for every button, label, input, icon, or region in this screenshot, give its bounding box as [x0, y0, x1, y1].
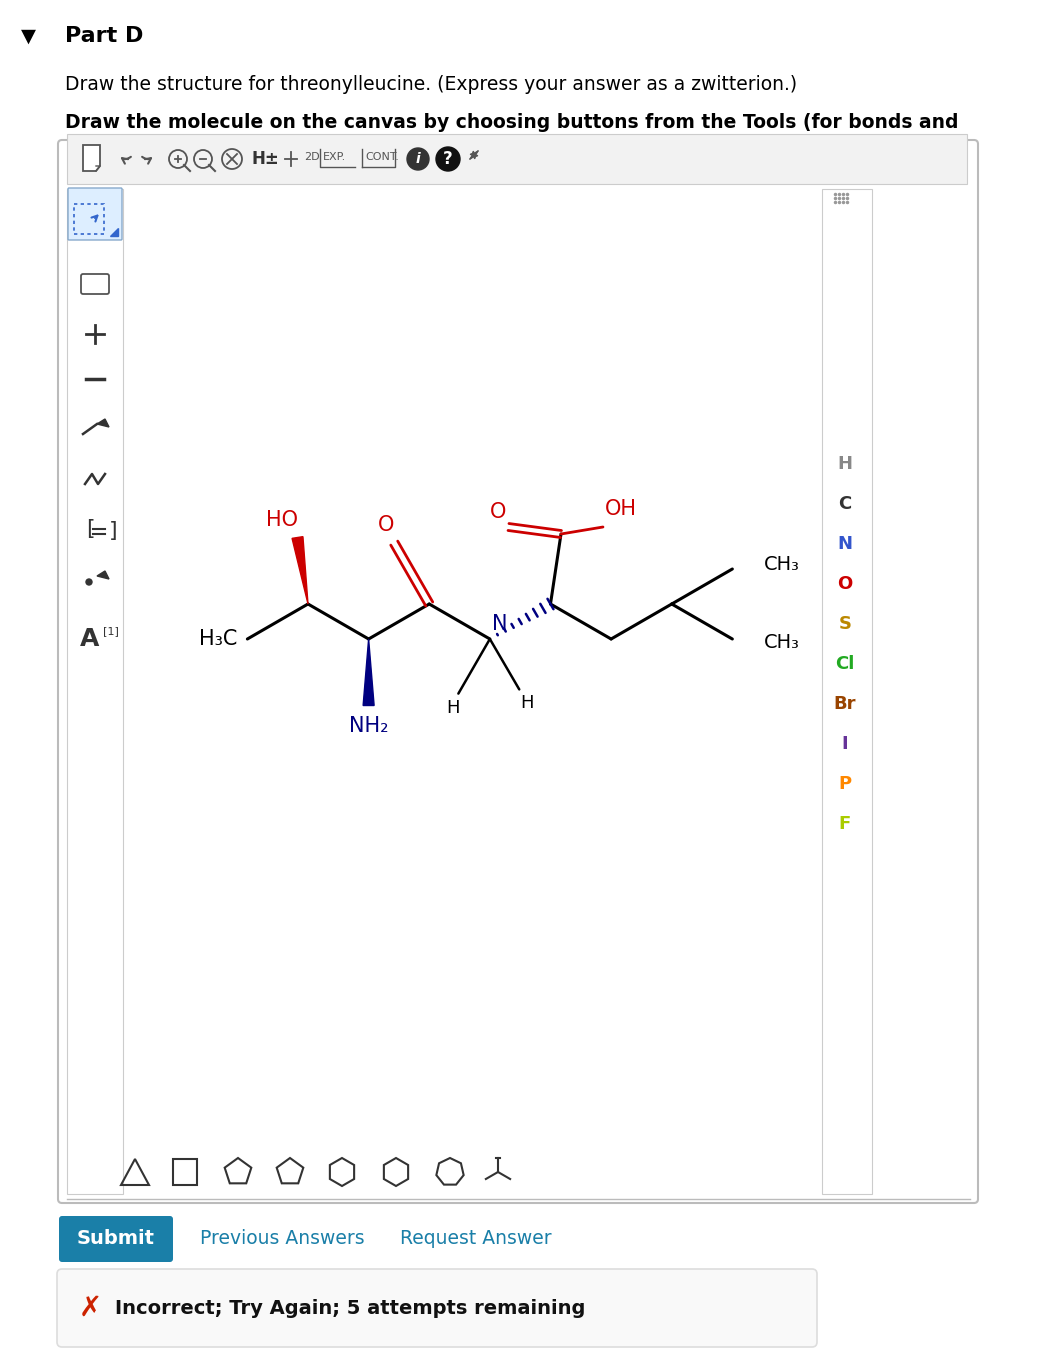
- Text: EXP.: EXP.: [324, 152, 347, 162]
- Text: Cl: Cl: [836, 655, 854, 673]
- Text: ▼: ▼: [21, 27, 36, 46]
- Circle shape: [436, 148, 460, 171]
- Polygon shape: [364, 639, 374, 705]
- Text: N: N: [492, 613, 508, 634]
- Text: CONT.: CONT.: [365, 152, 399, 162]
- Polygon shape: [97, 571, 109, 580]
- Text: H±: H±: [251, 150, 279, 168]
- Text: F: F: [839, 815, 851, 833]
- Text: ?: ?: [444, 150, 453, 168]
- Text: 2D: 2D: [304, 152, 320, 162]
- Text: Incorrect; Try Again; 5 attempts remaining: Incorrect; Try Again; 5 attempts remaini…: [115, 1298, 585, 1317]
- Circle shape: [86, 580, 92, 585]
- Text: HO: HO: [266, 509, 297, 529]
- Circle shape: [407, 148, 429, 171]
- Text: ]: ]: [109, 521, 118, 542]
- Text: Request Answer: Request Answer: [400, 1229, 552, 1248]
- Text: Br: Br: [833, 695, 857, 714]
- Text: C: C: [839, 496, 851, 513]
- Bar: [173, 1159, 197, 1185]
- Text: OH: OH: [605, 500, 637, 519]
- FancyBboxPatch shape: [68, 188, 122, 240]
- Text: N: N: [838, 535, 852, 552]
- Text: NH₂: NH₂: [349, 715, 389, 735]
- Text: i: i: [415, 152, 420, 167]
- Text: Part D: Part D: [65, 26, 143, 46]
- Text: [: [: [86, 519, 95, 539]
- Text: H₃C: H₃C: [199, 630, 238, 649]
- Text: S: S: [839, 615, 851, 634]
- Text: O: O: [378, 515, 394, 535]
- Bar: [67, 134, 967, 184]
- Bar: [74, 204, 104, 234]
- Bar: [822, 190, 872, 1194]
- Text: O: O: [838, 575, 852, 593]
- Polygon shape: [83, 145, 100, 171]
- Text: Draw the structure for threonylleucine. (Express your answer as a zwitterion.): Draw the structure for threonylleucine. …: [65, 74, 797, 93]
- FancyBboxPatch shape: [58, 139, 978, 1202]
- Text: I: I: [842, 735, 848, 753]
- FancyBboxPatch shape: [81, 274, 109, 294]
- Text: CH₃: CH₃: [764, 555, 800, 574]
- Text: Previous Answers: Previous Answers: [200, 1229, 365, 1248]
- Text: Draw the molecule on the canvas by choosing buttons from the Tools (for bonds an: Draw the molecule on the canvas by choos…: [65, 112, 959, 131]
- Text: H: H: [520, 695, 534, 712]
- Polygon shape: [292, 536, 308, 604]
- Polygon shape: [97, 418, 109, 427]
- Polygon shape: [110, 227, 118, 236]
- Text: H: H: [447, 699, 460, 716]
- Bar: [67, 190, 123, 1194]
- Text: P: P: [839, 774, 851, 793]
- Text: [1]: [1]: [103, 626, 119, 636]
- Text: Submit: Submit: [77, 1229, 154, 1248]
- FancyBboxPatch shape: [59, 1216, 173, 1262]
- Text: CH₃: CH₃: [764, 634, 800, 653]
- Text: H: H: [838, 455, 852, 473]
- Text: A: A: [80, 627, 100, 651]
- Text: ✗: ✗: [79, 1294, 102, 1322]
- FancyBboxPatch shape: [57, 1269, 817, 1347]
- Text: O: O: [491, 502, 507, 523]
